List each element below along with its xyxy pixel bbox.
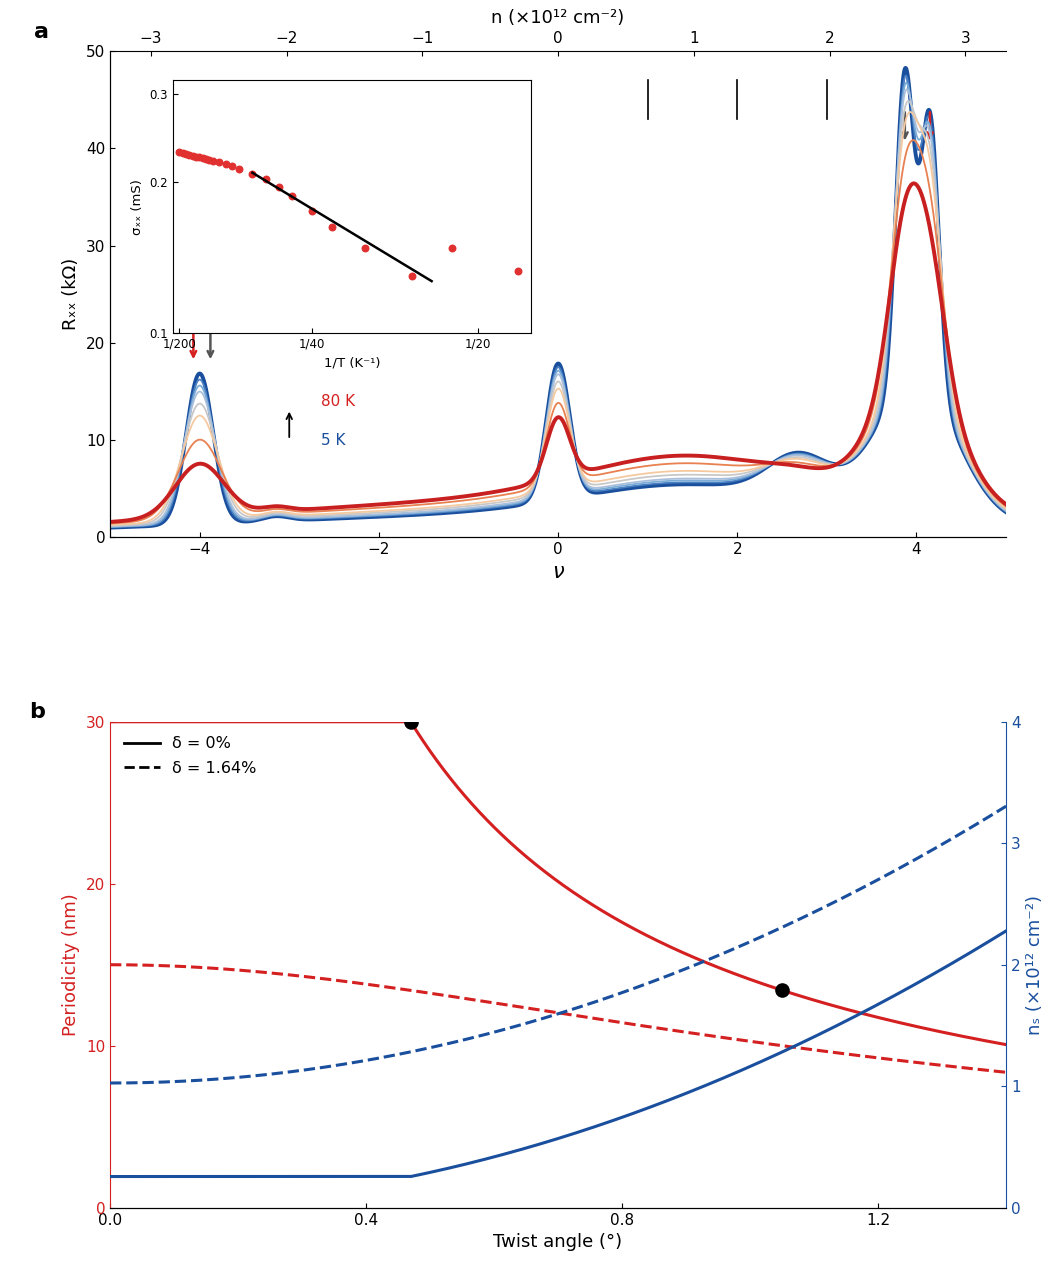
Y-axis label: nₛ (×10¹² cm⁻²): nₛ (×10¹² cm⁻²) [1026, 895, 1044, 1035]
X-axis label: ν: ν [552, 562, 564, 583]
Text: 5 K: 5 K [321, 433, 345, 447]
Point [773, 980, 790, 1001]
Text: b: b [29, 703, 45, 722]
Legend: δ = 0%, δ = 1.64%: δ = 0%, δ = 1.64% [118, 730, 263, 782]
Y-axis label: Rₓₓ (kΩ): Rₓₓ (kΩ) [62, 258, 81, 330]
X-axis label: n (×10¹² cm⁻²): n (×10¹² cm⁻²) [492, 9, 625, 27]
Text: 80 K: 80 K [321, 394, 354, 409]
Point [402, 712, 419, 732]
Text: a: a [34, 22, 49, 42]
X-axis label: Twist angle (°): Twist angle (°) [494, 1233, 623, 1251]
Y-axis label: Periodicity (nm): Periodicity (nm) [62, 893, 81, 1036]
